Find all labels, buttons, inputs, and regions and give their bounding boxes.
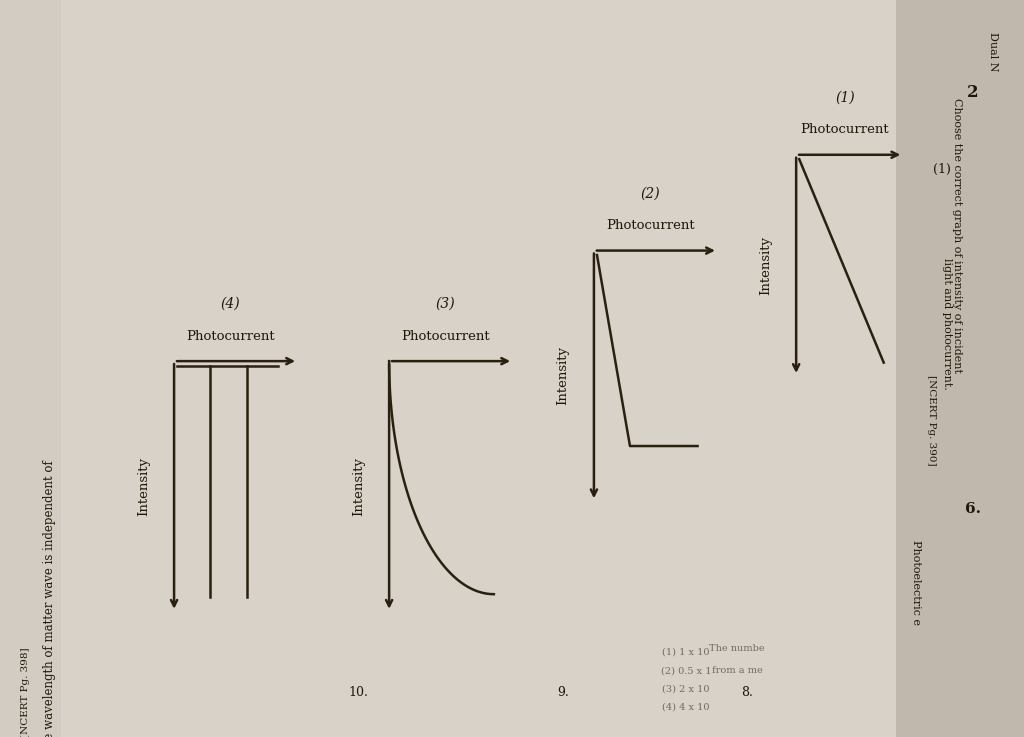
- Text: The wavelength of matter wave is independent of: The wavelength of matter wave is indepen…: [43, 461, 55, 737]
- Text: Dual N: Dual N: [988, 32, 998, 71]
- Text: 8.: 8.: [741, 686, 754, 699]
- Text: 9.: 9.: [557, 686, 569, 699]
- Text: The numbe: The numbe: [710, 644, 765, 653]
- Bar: [0, 0, 61, 737]
- Bar: [896, 0, 1024, 737]
- Text: (2): (2): [640, 186, 660, 200]
- Text: Photoelectric e: Photoelectric e: [911, 539, 922, 625]
- Text: (2) 0.5 x 1: (2) 0.5 x 1: [660, 666, 712, 675]
- Text: Photocurrent: Photocurrent: [801, 123, 889, 136]
- Text: 6.: 6.: [965, 502, 981, 515]
- Text: (4): (4): [220, 297, 241, 311]
- Text: 2: 2: [967, 83, 979, 101]
- Text: (3): (3): [435, 297, 456, 311]
- Text: (1): (1): [835, 91, 855, 105]
- Text: (3) 2 x 10: (3) 2 x 10: [663, 685, 710, 694]
- Text: Choose the correct graph of intensity of incident: Choose the correct graph of intensity of…: [952, 98, 963, 374]
- Text: Intensity: Intensity: [557, 346, 569, 405]
- Text: (1): (1): [933, 163, 951, 176]
- Text: Intensity: Intensity: [759, 236, 772, 295]
- Text: Photocurrent: Photocurrent: [401, 329, 489, 343]
- Text: Intensity: Intensity: [352, 457, 365, 516]
- Text: Photocurrent: Photocurrent: [186, 329, 274, 343]
- Text: Photocurrent: Photocurrent: [606, 219, 694, 232]
- Text: (4) 4 x 10: (4) 4 x 10: [663, 703, 710, 712]
- Text: 10.: 10.: [348, 686, 369, 699]
- Text: [NCERT Pg. 398]: [NCERT Pg. 398]: [22, 648, 30, 737]
- Text: (1) 1 x 10: (1) 1 x 10: [663, 648, 710, 657]
- Text: Intensity: Intensity: [137, 457, 150, 516]
- Text: from a me: from a me: [712, 666, 763, 675]
- Text: light and photocurrent.: light and photocurrent.: [942, 259, 952, 390]
- Text: [NCERT Pg. 390]: [NCERT Pg. 390]: [928, 375, 936, 465]
